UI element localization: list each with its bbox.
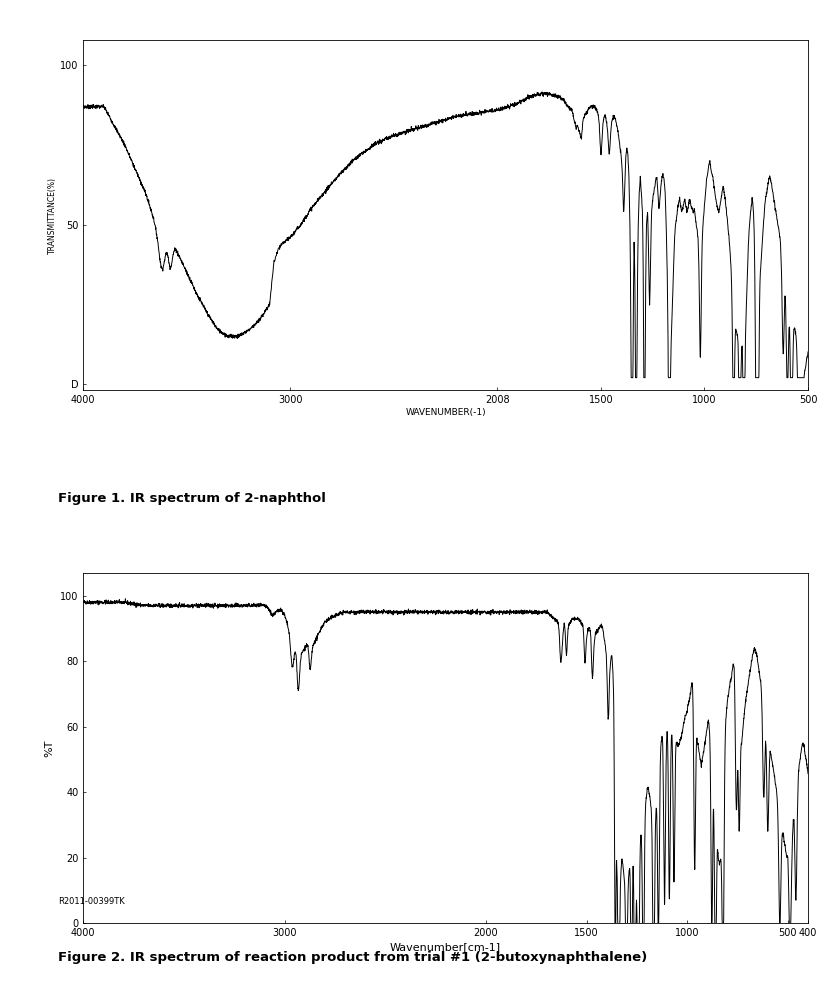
Y-axis label: %T: %T xyxy=(44,740,54,757)
Text: Figure 2. IR spectrum of reaction product from trial #1 (2-butoxynaphthalene): Figure 2. IR spectrum of reaction produc… xyxy=(58,951,647,964)
Y-axis label: TRANSMITTANCE(%): TRANSMITTANCE(%) xyxy=(48,177,57,253)
X-axis label: WAVENUMBER(-1): WAVENUMBER(-1) xyxy=(406,408,486,417)
Text: Figure 1. IR spectrum of 2-naphthol: Figure 1. IR spectrum of 2-naphthol xyxy=(58,492,327,504)
X-axis label: Wavenumber[cm-1]: Wavenumber[cm-1] xyxy=(390,942,501,952)
Text: R2011-00399TK: R2011-00399TK xyxy=(58,897,125,906)
